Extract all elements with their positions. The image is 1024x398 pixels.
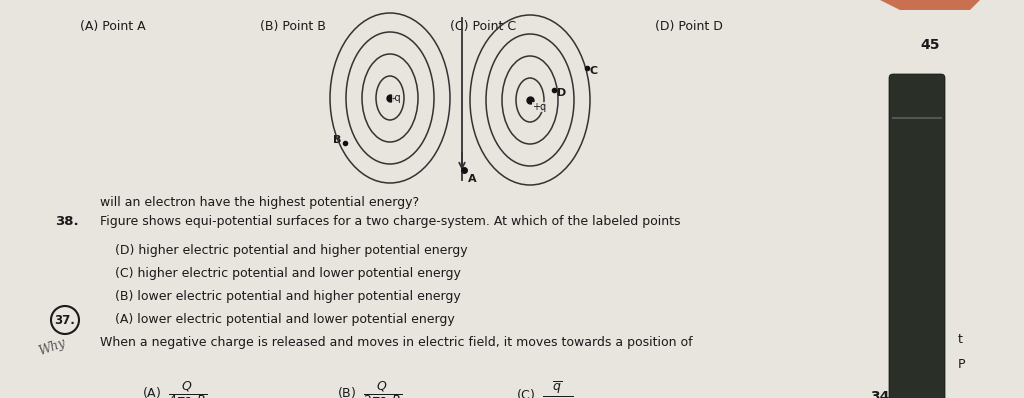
Text: When a negative charge is released and moves in electric field, it moves towards: When a negative charge is released and m… — [100, 336, 692, 349]
Text: (C) Point C: (C) Point C — [450, 20, 516, 33]
Text: Figure shows equi-potential surfaces for a two charge-system. At which of the la: Figure shows equi-potential surfaces for… — [100, 215, 681, 228]
Text: (B) lower electric potential and higher potential energy: (B) lower electric potential and higher … — [115, 290, 461, 303]
Text: (B)  $\dfrac{Q}{2\pi\varepsilon_0 R}$: (B) $\dfrac{Q}{2\pi\varepsilon_0 R}$ — [338, 380, 402, 398]
Text: (A)  $\dfrac{Q}{4\pi\varepsilon_0 R}$: (A) $\dfrac{Q}{4\pi\varepsilon_0 R}$ — [142, 380, 208, 398]
Text: 34.: 34. — [870, 390, 895, 398]
Text: +q: +q — [532, 102, 546, 112]
Text: (C) higher electric potential and lower potential energy: (C) higher electric potential and lower … — [115, 267, 461, 280]
Text: (A) Point A: (A) Point A — [80, 20, 145, 33]
Text: B: B — [333, 135, 341, 145]
Text: (D) higher electric potential and higher potential energy: (D) higher electric potential and higher… — [115, 244, 468, 257]
FancyBboxPatch shape — [889, 74, 945, 398]
Text: C: C — [590, 66, 598, 76]
Text: 38.: 38. — [55, 215, 79, 228]
Text: will an electron have the highest potential energy?: will an electron have the highest potent… — [100, 196, 419, 209]
Text: D: D — [557, 88, 566, 98]
Text: Why: Why — [37, 336, 68, 358]
Text: P: P — [958, 358, 966, 371]
Text: 45: 45 — [920, 38, 939, 52]
Text: (C)  $\dfrac{\overline{q}}{\pi\varepsilon_0 R}$: (C) $\dfrac{\overline{q}}{\pi\varepsilon… — [516, 380, 573, 398]
Text: -q: -q — [392, 93, 401, 103]
Text: t: t — [958, 333, 963, 346]
Text: (D) Point D: (D) Point D — [655, 20, 723, 33]
Text: (A) lower electric potential and lower potential energy: (A) lower electric potential and lower p… — [115, 313, 455, 326]
Polygon shape — [880, 0, 980, 10]
Text: A: A — [468, 174, 476, 184]
Text: 37.: 37. — [54, 314, 76, 326]
Text: (B) Point B: (B) Point B — [260, 20, 326, 33]
